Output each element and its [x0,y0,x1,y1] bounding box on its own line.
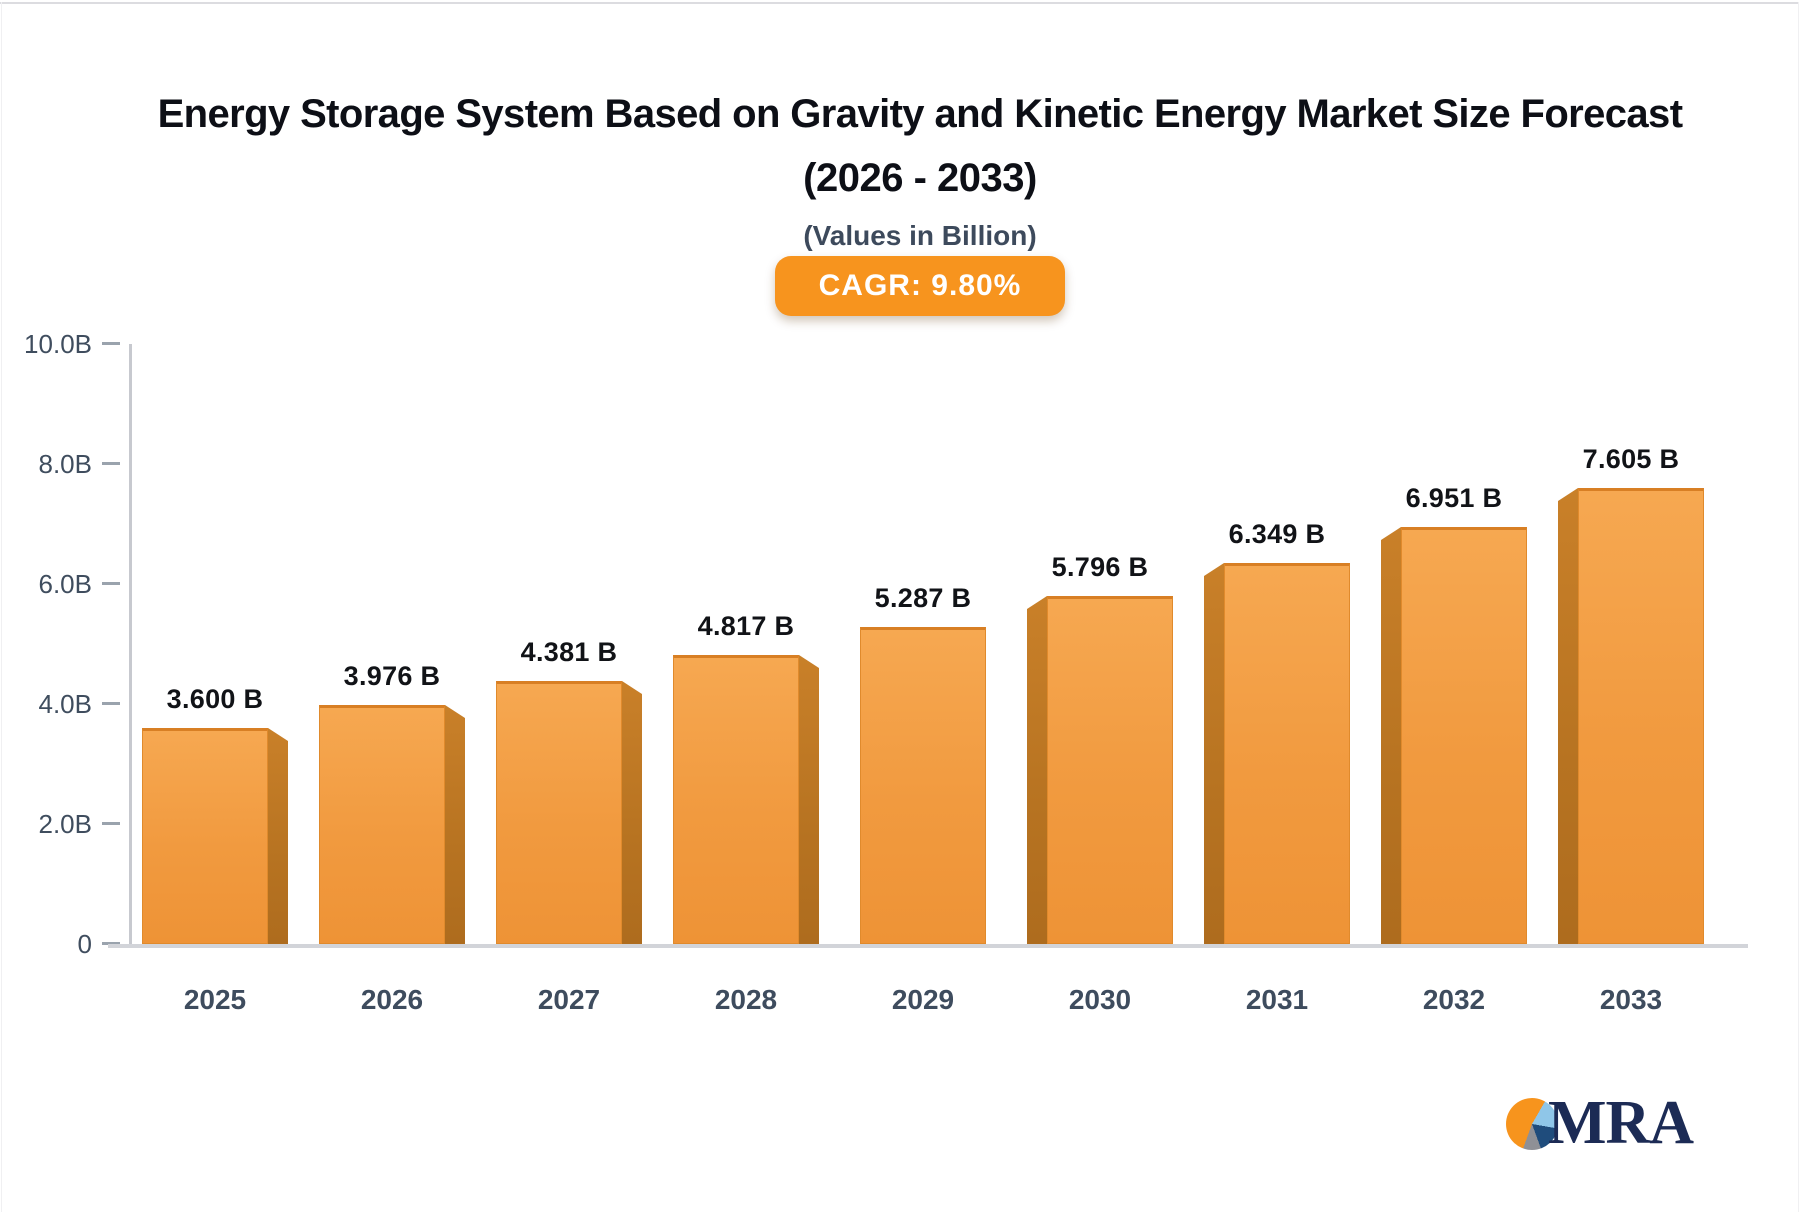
y-axis-tick-mark [102,462,120,465]
mra-logo: MRA [1504,1089,1764,1164]
bar-2030 [1047,596,1173,944]
y-axis-line [129,344,132,944]
bar-3d-side [1381,527,1401,944]
x-axis-category-label: 2029 [891,984,955,1015]
card-left-border [1,2,2,1212]
y-axis-tick-label: 6.0B [38,569,93,599]
bar-3d-side [1204,563,1224,944]
chart-title-line1: Energy Storage System Based on Gravity a… [157,92,1683,136]
bar-value-label: 4.381 B [520,637,618,667]
y-axis-tick-mark [102,942,120,945]
card-top-border [0,2,1798,4]
x-axis-category-label: 2026 [360,984,424,1015]
y-axis-tick-mark [102,342,120,345]
bar-value-label: 3.600 B [166,684,264,714]
chart-subtitle: (Values in Billion) [803,220,1037,251]
bar-3d-side [799,655,819,944]
y-axis-tick-mark [102,822,120,825]
bar-value-label: 3.976 B [343,661,441,691]
y-axis-tick-label: 0 [77,929,92,959]
bar-value-label: 4.817 B [697,611,795,641]
y-axis-tick-label: 4.0B [38,689,93,719]
bar-3d-side [622,681,642,944]
x-axis-category-label: 2028 [714,984,778,1015]
pie-chart-logo-icon [1506,1098,1558,1150]
bar-value-label: 6.349 B [1228,519,1326,549]
bar-2029 [860,627,986,944]
bar-2031 [1224,563,1350,944]
x-axis-category-label: 2025 [183,984,247,1015]
y-axis-tick-label: 10.0B [24,329,92,359]
card-right-border [1798,2,1799,1212]
bar-2028 [673,655,799,944]
bar-2033 [1578,488,1704,944]
bar-value-label: 5.796 B [1051,552,1149,582]
x-axis-category-label: 2032 [1422,984,1486,1015]
x-axis-category-label: 2033 [1599,984,1663,1015]
x-axis-category-label: 2030 [1068,984,1132,1015]
cagr-badge-row: CAGR: 9.80% [40,256,1800,316]
bar-3d-side [1027,596,1047,944]
bar-value-label: 7.605 B [1582,444,1680,474]
bar-2026 [319,705,445,944]
bar-value-label: 5.287 B [874,583,972,613]
x-axis-baseline [108,944,1748,948]
bar-2027 [496,681,622,944]
x-axis-category-label: 2027 [537,984,601,1015]
bar-3d-side [1558,488,1578,944]
chart-title-line2: (2026 - 2033) [803,156,1037,200]
x-axis-category-label: 2031 [1245,984,1309,1015]
bar-3d-side [268,728,288,944]
y-axis-tick-mark [102,702,120,705]
bar-3d-side [445,705,465,944]
bar-2032 [1401,527,1527,944]
y-axis-tick-mark [102,582,120,585]
y-axis-tick-label: 8.0B [38,449,93,479]
bar-2025 [142,728,268,944]
logo-text: MRA [1548,1089,1694,1157]
cagr-badge: CAGR: 9.80% [774,256,1066,316]
y-axis-tick-label: 2.0B [38,809,93,839]
bar-value-label: 6.951 B [1405,483,1503,513]
